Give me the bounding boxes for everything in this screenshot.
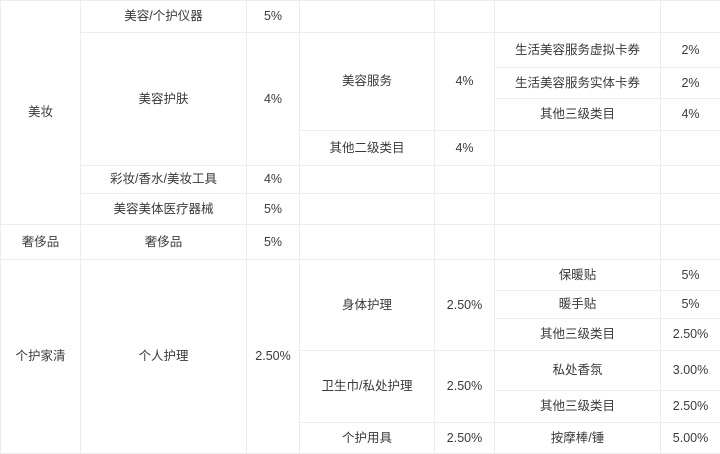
category-level4-shenghuo-xuni: 生活美容服务虚拟卡券: [495, 33, 661, 68]
rate-level4-baonuantie: 5%: [661, 260, 720, 291]
table-row: 美妆 美容/个护仪器 5%: [1, 1, 720, 33]
rate-level2-geren-huli: 2.50%: [247, 260, 300, 454]
empty-cell: [300, 1, 435, 33]
table-row: 个护家清 个人护理 2.50% 身体护理 2.50% 保暖贴 5%: [1, 260, 720, 291]
table-row: 彩妆/香水/美妆工具 4%: [1, 166, 720, 194]
table-row: 美容护肤 4% 美容服务 4% 生活美容服务虚拟卡券 2%: [1, 33, 720, 68]
table-row: 美容美体医疗器械 5%: [1, 194, 720, 225]
rate-level3-weishengjin: 2.50%: [435, 351, 495, 423]
category-level3-shenti-huli: 身体护理: [300, 260, 435, 351]
category-level2-meirong-hufu: 美容护肤: [81, 33, 247, 166]
empty-cell: [661, 1, 720, 33]
rate-level2-shechipin: 5%: [247, 225, 300, 260]
empty-cell: [495, 1, 661, 33]
rate-level2-meirong-yiliao: 5%: [247, 194, 300, 225]
rate-level4-shenghuo-shiti: 2%: [661, 68, 720, 99]
category-level4-qita-sanji-1: 其他三级类目: [495, 99, 661, 131]
category-level2-meirong-yiliao: 美容美体医疗器械: [81, 194, 247, 225]
category-level3-weishengjin: 卫生巾/私处护理: [300, 351, 435, 423]
rate-level3-gehu-yongju: 2.50%: [435, 423, 495, 454]
empty-cell: [661, 194, 720, 225]
category-level4-nuanshoutie: 暖手贴: [495, 291, 661, 319]
category-level4-qita-sanji-2: 其他三级类目: [495, 319, 661, 351]
rate-level4-shenghuo-xuni: 2%: [661, 33, 720, 68]
rate-level2-meirong-yiqi: 5%: [247, 1, 300, 33]
empty-cell: [661, 131, 720, 166]
rate-level4-qita-sanji-3: 2.50%: [661, 391, 720, 423]
category-level2-shechipin: 奢侈品: [81, 225, 247, 260]
empty-cell: [495, 194, 661, 225]
rate-level2-caizhuang: 4%: [247, 166, 300, 194]
table-row: 奢侈品 奢侈品 5%: [1, 225, 720, 260]
category-level4-qita-sanji-3: 其他三级类目: [495, 391, 661, 423]
rate-level4-nuanshoutie: 5%: [661, 291, 720, 319]
empty-cell: [300, 166, 435, 194]
category-level3-qita-erji: 其他二级类目: [300, 131, 435, 166]
category-level2-geren-huli: 个人护理: [81, 260, 247, 454]
empty-cell: [300, 225, 435, 260]
rate-level4-anmobang: 5.00%: [661, 423, 720, 454]
category-level1-shechipin: 奢侈品: [1, 225, 81, 260]
empty-cell: [435, 1, 495, 33]
rate-level3-meirong-fuwu: 4%: [435, 33, 495, 131]
category-level4-sichu-xiangfen: 私处香氛: [495, 351, 661, 391]
rate-level4-qita-sanji-1: 4%: [661, 99, 720, 131]
category-level4-anmobang: 按摩棒/锤: [495, 423, 661, 454]
empty-cell: [435, 225, 495, 260]
rate-level4-sichu-xiangfen: 3.00%: [661, 351, 720, 391]
empty-cell: [495, 166, 661, 194]
empty-cell: [495, 131, 661, 166]
empty-cell: [435, 194, 495, 225]
empty-cell: [435, 166, 495, 194]
category-level4-shenghuo-shiti: 生活美容服务实体卡券: [495, 68, 661, 99]
empty-cell: [495, 225, 661, 260]
rate-level3-shenti-huli: 2.50%: [435, 260, 495, 351]
category-level2-caizhuang: 彩妆/香水/美妆工具: [81, 166, 247, 194]
category-level4-baonuantie: 保暖贴: [495, 260, 661, 291]
empty-cell: [300, 194, 435, 225]
category-level3-meirong-fuwu: 美容服务: [300, 33, 435, 131]
category-level1-meizhuang: 美妆: [1, 1, 81, 225]
empty-cell: [661, 166, 720, 194]
category-level1-gehujiaqing: 个护家清: [1, 260, 81, 454]
rate-level4-qita-sanji-2: 2.50%: [661, 319, 720, 351]
rate-level2-meirong-hufu: 4%: [247, 33, 300, 166]
empty-cell: [661, 225, 720, 260]
category-level2-meirong-yiqi: 美容/个护仪器: [81, 1, 247, 33]
category-level3-gehu-yongju: 个护用具: [300, 423, 435, 454]
rate-level3-qita-erji: 4%: [435, 131, 495, 166]
